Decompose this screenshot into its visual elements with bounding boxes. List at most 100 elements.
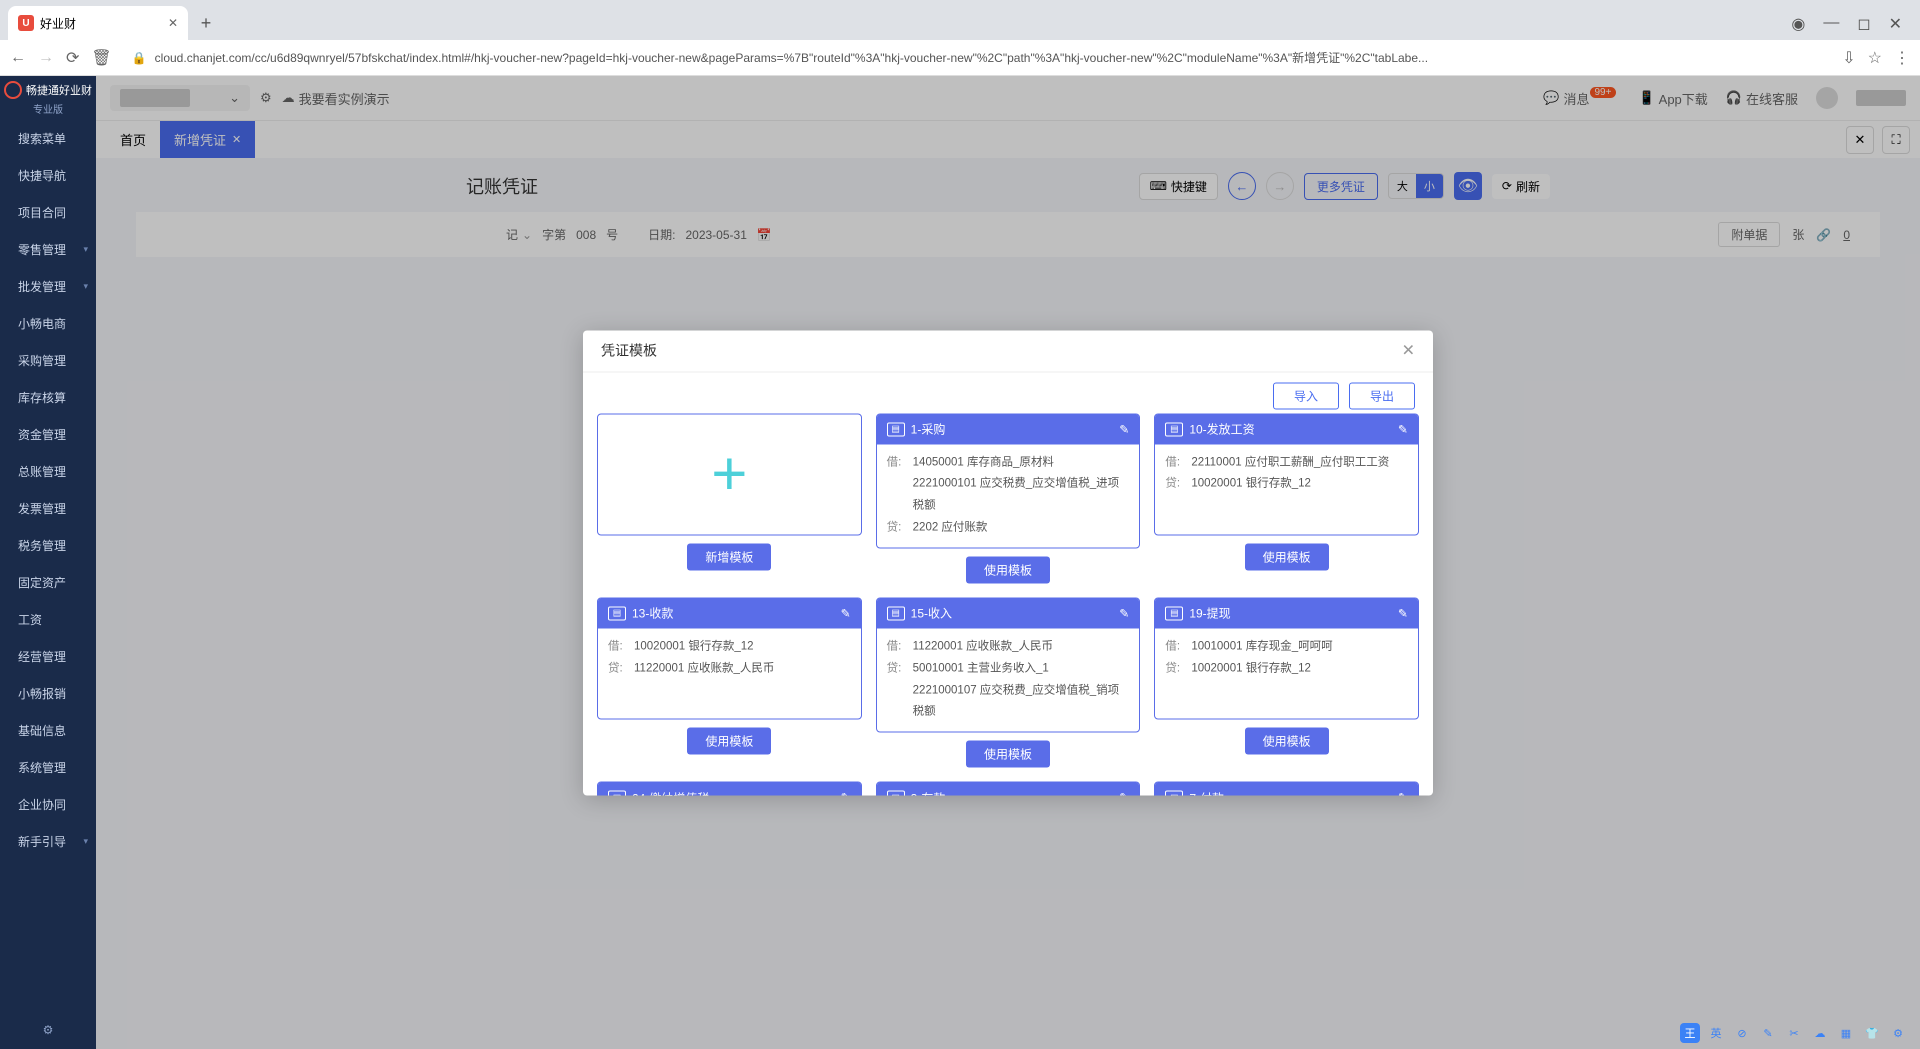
import-button[interactable]: 导入 (1273, 382, 1339, 409)
template-body: 借:10010001 库存现金_呵呵呵贷:10020001 银行存款_12 (1155, 628, 1418, 718)
template-icon: ▤ (887, 606, 905, 620)
use-template-button[interactable]: 使用模板 (1245, 543, 1329, 570)
template-card: ▤3-存款✎ 借:10020001 银行存款_12 (876, 782, 1141, 795)
delete-icon[interactable]: 🗑 (91, 48, 111, 68)
install-app-icon[interactable]: ⇩ (1842, 48, 1855, 68)
sidebar-item[interactable]: 零售管理▾ (0, 231, 96, 268)
voucher-template-modal: 凭证模板 ✕ 导入 导出 + 新增模板 ▤ 1-采购 ✎ 借:14050001 库存… (583, 330, 1433, 795)
sidebar-item[interactable]: 工资 (0, 601, 96, 638)
template-card: ▤7-付款✎ 借:2202 应付账款 (1154, 782, 1419, 795)
template-title: 7-付款 (1189, 789, 1224, 795)
add-template-card[interactable]: + (597, 413, 862, 535)
plus-icon: + (711, 443, 747, 505)
use-template-button[interactable]: 使用模板 (966, 556, 1050, 583)
bookmark-icon[interactable]: ☆ (1868, 48, 1882, 68)
menu-icon[interactable]: ⋮ (1894, 48, 1910, 68)
chevron-down-icon: ▾ (83, 281, 88, 292)
edit-template-icon[interactable]: ✎ (1398, 791, 1408, 795)
use-template-button[interactable]: 使用模板 (966, 741, 1050, 768)
sidebar: 畅捷通好业财 专业版 搜索菜单快捷导航项目合同零售管理▾批发管理▾小畅电商采购管… (0, 76, 96, 1049)
browser-chrome: U 好业财 ✕ + ◉ — ◻ ✕ (0, 0, 1920, 40)
ime-tool-icon[interactable]: 👕 (1862, 1023, 1882, 1043)
sidebar-item[interactable]: 经营管理 (0, 638, 96, 675)
tab-close-icon[interactable]: ✕ (168, 16, 178, 30)
favicon-icon: U (18, 15, 34, 31)
export-button[interactable]: 导出 (1349, 382, 1415, 409)
edit-template-icon[interactable]: ✎ (841, 791, 851, 795)
template-title: 19-提现 (1189, 605, 1230, 622)
sidebar-item[interactable]: 系统管理 (0, 749, 96, 786)
sidebar-item[interactable]: 小畅电商 (0, 305, 96, 342)
ime-toolbar: 王 英 ⊘ ✎ ✂ ☁ ▦ 👕 ⚙ (1680, 1023, 1908, 1043)
template-icon: ▤ (608, 791, 626, 795)
template-title: 24-缴纳增值税 (632, 789, 709, 795)
sidebar-item[interactable]: 搜索菜单 (0, 120, 96, 157)
tab-title: 好业财 (40, 15, 76, 32)
sidebar-item[interactable]: 批发管理▾ (0, 268, 96, 305)
window-controls: ◉ — ◻ ✕ (1781, 14, 1912, 40)
reload-button[interactable]: ⟳ (66, 48, 79, 68)
settings-icon[interactable]: ⚙ (0, 1011, 96, 1049)
edit-template-icon[interactable]: ✎ (1398, 606, 1408, 620)
ime-tool-icon[interactable]: ✂ (1784, 1023, 1804, 1043)
ime-icon[interactable]: 王 (1680, 1023, 1700, 1043)
sidebar-item[interactable]: 企业协同 (0, 786, 96, 823)
url-text: cloud.chanjet.com/cc/u6d89qwnryel/57bfsk… (155, 49, 1428, 66)
template-icon: ▤ (1165, 791, 1183, 795)
template-title: 1-采购 (911, 421, 946, 438)
sidebar-item[interactable]: 项目合同 (0, 194, 96, 231)
add-template-button[interactable]: 新增模板 (687, 543, 771, 570)
lock-icon: 🔒 (132, 51, 147, 65)
sidebar-item[interactable]: 小畅报销 (0, 675, 96, 712)
sidebar-item[interactable]: 总账管理 (0, 453, 96, 490)
template-card: ▤ 1-采购 ✎ 借:14050001 库存商品_原材料2221000101 应交税… (876, 413, 1141, 548)
template-card: ▤10-发放工资✎ 借:22110001 应付职工薪酬_应付职工工资贷:1002… (1154, 413, 1419, 535)
template-title: 13-收款 (632, 605, 673, 622)
template-title: 10-发放工资 (1189, 421, 1254, 438)
template-card: ▤15-收入✎ 借:11220001 应收账款_人民币贷:50010001 主营… (876, 597, 1141, 732)
ime-tool-icon[interactable]: ✎ (1758, 1023, 1778, 1043)
sidebar-item[interactable]: 固定资产 (0, 564, 96, 601)
minimize-icon[interactable]: — (1823, 14, 1839, 34)
browser-tab[interactable]: U 好业财 ✕ (8, 6, 188, 40)
close-window-icon[interactable]: ✕ (1889, 14, 1902, 34)
edit-template-icon[interactable]: ✎ (1119, 791, 1129, 795)
use-template-button[interactable]: 使用模板 (687, 727, 771, 754)
chevron-down-icon: ▾ (83, 836, 88, 847)
new-tab-button[interactable]: + (192, 9, 220, 37)
modal-title: 凭证模板 (601, 341, 657, 361)
profile-icon[interactable]: ◉ (1791, 14, 1805, 34)
sidebar-item[interactable]: 资金管理 (0, 416, 96, 453)
edit-template-icon[interactable]: ✎ (841, 606, 851, 620)
sidebar-item[interactable]: 新手引导▾ (0, 823, 96, 860)
use-template-button[interactable]: 使用模板 (1245, 727, 1329, 754)
forward-button[interactable]: → (38, 49, 54, 67)
template-body: 借:14050001 库存商品_原材料2221000101 应交税费_应交增值税… (877, 444, 1140, 547)
sidebar-item[interactable]: 发票管理 (0, 490, 96, 527)
browser-toolbar: ← → ⟳ 🗑 🔒 cloud.chanjet.com/cc/u6d89qwnr… (0, 40, 1920, 76)
sidebar-item[interactable]: 库存核算 (0, 379, 96, 416)
ime-tool-icon[interactable]: ☁ (1810, 1023, 1830, 1043)
edit-template-icon[interactable]: ✎ (1119, 606, 1129, 620)
ime-tool-icon[interactable]: ▦ (1836, 1023, 1856, 1043)
modal-close-button[interactable]: ✕ (1402, 341, 1415, 361)
ime-lang-icon[interactable]: 英 (1706, 1023, 1726, 1043)
edit-template-icon[interactable]: ✎ (1398, 422, 1408, 436)
back-button[interactable]: ← (10, 49, 26, 67)
edit-template-icon[interactable]: ✎ (1119, 422, 1129, 436)
sidebar-item[interactable]: 快捷导航 (0, 157, 96, 194)
template-title: 3-存款 (911, 789, 946, 795)
logo-icon (4, 81, 22, 99)
template-icon: ▤ (1165, 606, 1183, 620)
sidebar-item[interactable]: 采购管理 (0, 342, 96, 379)
ime-settings-icon[interactable]: ⚙ (1888, 1023, 1908, 1043)
template-body: 借:10020001 银行存款_12贷:11220001 应收账款_人民币 (598, 628, 861, 718)
template-icon: ▤ (887, 422, 905, 436)
template-title: 15-收入 (911, 605, 952, 622)
sidebar-item[interactable]: 基础信息 (0, 712, 96, 749)
maximize-icon[interactable]: ◻ (1857, 14, 1870, 34)
chevron-down-icon: ▾ (83, 244, 88, 255)
sidebar-item[interactable]: 税务管理 (0, 527, 96, 564)
ime-tool-icon[interactable]: ⊘ (1732, 1023, 1752, 1043)
address-bar[interactable]: 🔒 cloud.chanjet.com/cc/u6d89qwnryel/57bf… (124, 49, 1831, 66)
